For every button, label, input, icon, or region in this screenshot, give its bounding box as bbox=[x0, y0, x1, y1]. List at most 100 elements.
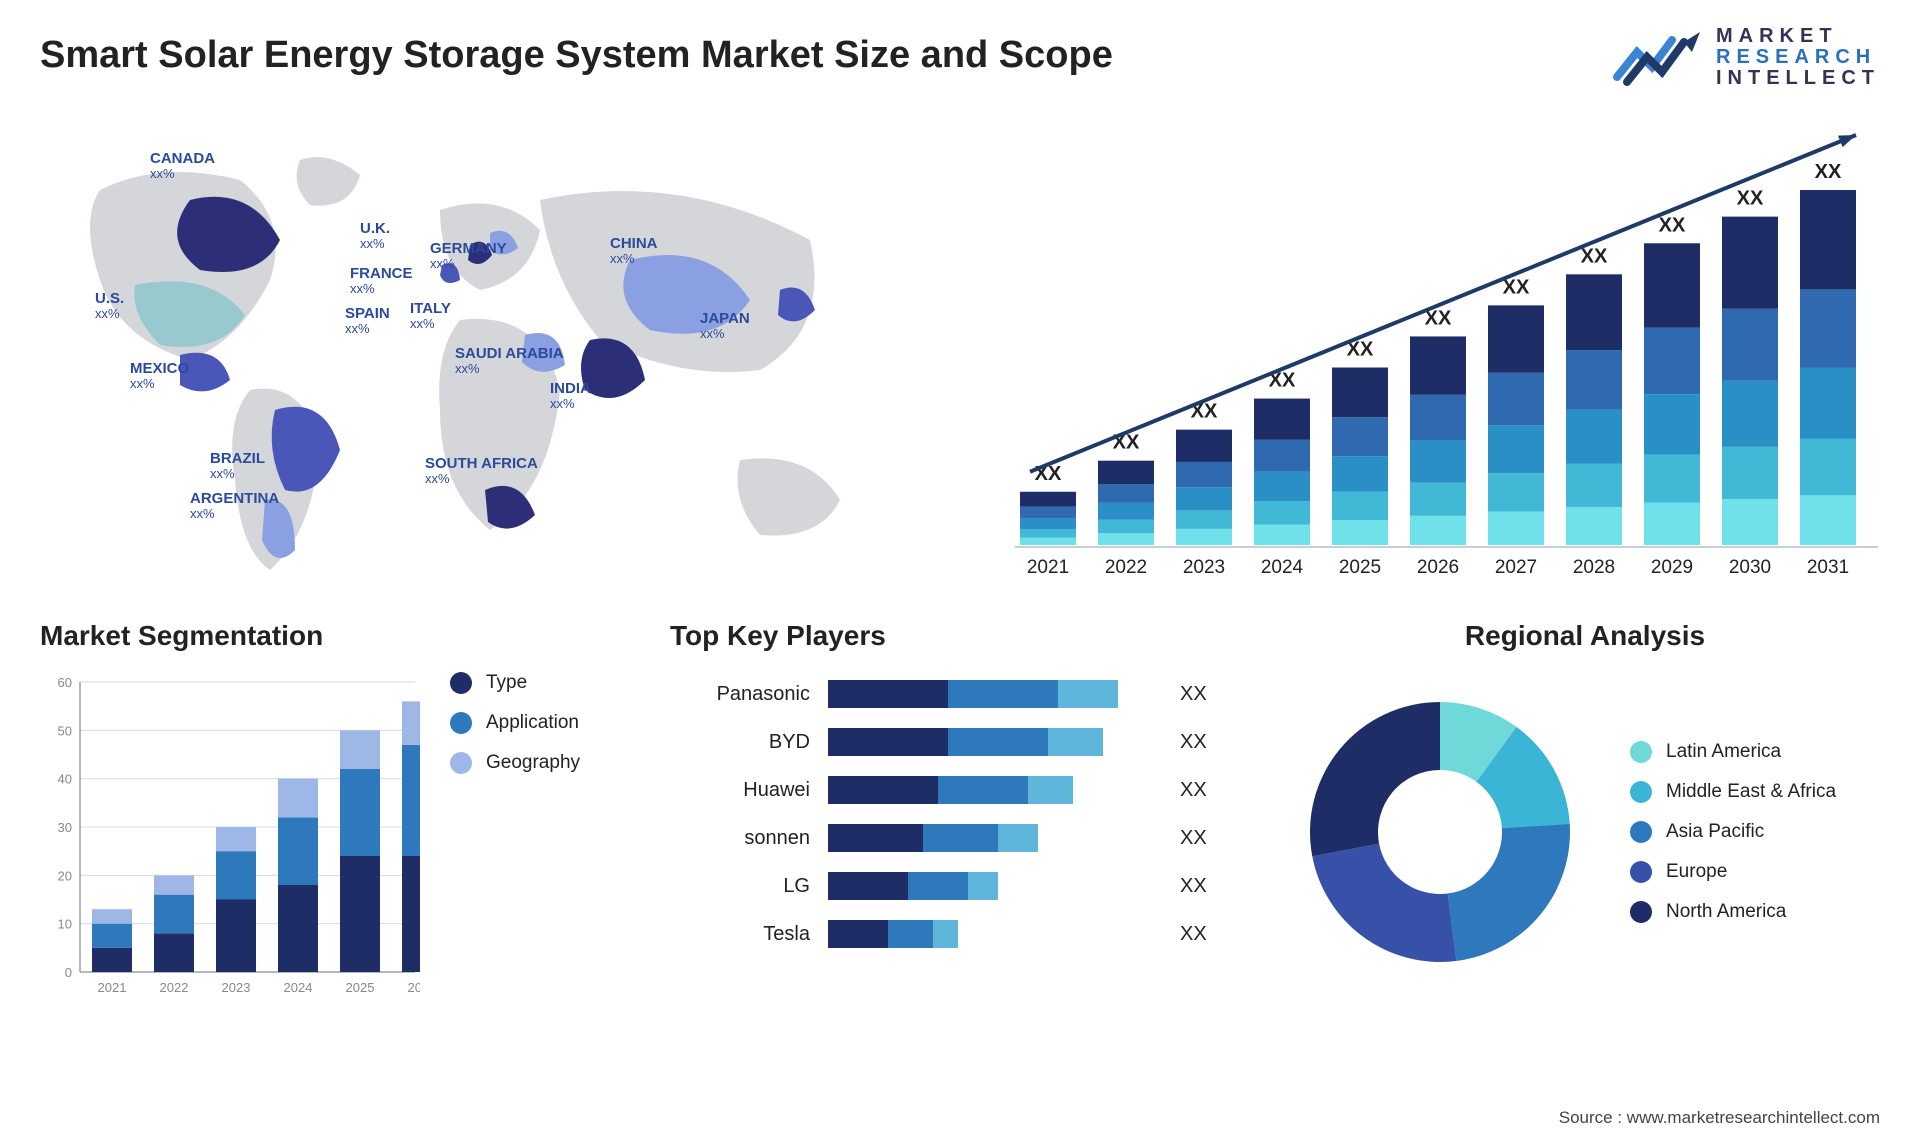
logo-mark-icon bbox=[1612, 22, 1702, 92]
svg-text:2021: 2021 bbox=[1027, 557, 1069, 578]
map-label-canada: CANADAxx% bbox=[150, 150, 215, 182]
key-player-value: XX bbox=[1180, 731, 1230, 754]
key-player-bar-segment bbox=[1028, 776, 1073, 804]
svg-text:20: 20 bbox=[58, 868, 72, 883]
svg-text:2027: 2027 bbox=[1495, 557, 1537, 578]
key-player-bar-segment bbox=[828, 776, 938, 804]
key-player-bar-segment bbox=[828, 824, 923, 852]
key-player-row: HuaweiXX bbox=[670, 776, 1230, 804]
region-legend-middle-east-africa: Middle East & Africa bbox=[1630, 781, 1836, 803]
key-player-row: sonnen XX bbox=[670, 824, 1230, 852]
key-player-bar-segment bbox=[828, 920, 888, 948]
key-player-bar bbox=[828, 920, 1162, 948]
svg-text:60: 60 bbox=[58, 675, 72, 690]
growth-chart: XX2021XX2022XX2023XX2024XX2025XX2026XX20… bbox=[1000, 130, 1880, 590]
svg-text:2023: 2023 bbox=[222, 980, 251, 995]
logo-line-2: RESEARCH bbox=[1716, 47, 1880, 68]
segmentation-title: Market Segmentation bbox=[40, 620, 600, 652]
seg-legend-type: Type bbox=[450, 672, 580, 694]
map-label-u-s-: U.S.xx% bbox=[95, 290, 124, 322]
swatch-icon bbox=[1630, 781, 1652, 803]
key-player-label: Panasonic bbox=[670, 683, 810, 706]
key-player-bar bbox=[828, 872, 1162, 900]
logo-text: MARKET RESEARCH INTELLECT bbox=[1716, 26, 1880, 89]
svg-text:XX: XX bbox=[1737, 188, 1764, 210]
source-label: Source : www.marketresearchintellect.com bbox=[1559, 1108, 1880, 1128]
key-player-bar-segment bbox=[1048, 728, 1103, 756]
key-player-value: XX bbox=[1180, 875, 1230, 898]
key-player-row: Panasonic XX bbox=[670, 680, 1230, 708]
svg-text:2023: 2023 bbox=[1183, 557, 1225, 578]
map-label-india: INDIAxx% bbox=[550, 380, 591, 412]
swatch-icon bbox=[450, 752, 472, 774]
key-player-bar bbox=[828, 728, 1162, 756]
swatch-icon bbox=[450, 712, 472, 734]
svg-text:2028: 2028 bbox=[1573, 557, 1615, 578]
key-player-bar bbox=[828, 680, 1162, 708]
seg-legend-geography: Geography bbox=[450, 752, 580, 774]
region-legend-asia-pacific: Asia Pacific bbox=[1630, 821, 1836, 843]
svg-text:50: 50 bbox=[58, 723, 72, 738]
svg-text:XX: XX bbox=[1581, 245, 1608, 267]
logo-line-1: MARKET bbox=[1716, 26, 1880, 47]
segmentation-chart-svg: 0102030405060202120222023202420252026 bbox=[40, 672, 420, 1002]
logo-line-3: INTELLECT bbox=[1716, 68, 1880, 89]
map-label-japan: JAPANxx% bbox=[700, 310, 750, 342]
svg-text:2030: 2030 bbox=[1729, 557, 1771, 578]
key-player-bar bbox=[828, 776, 1162, 804]
key-player-bar-segment bbox=[933, 920, 958, 948]
svg-text:2022: 2022 bbox=[1105, 557, 1147, 578]
key-player-value: XX bbox=[1180, 827, 1230, 850]
key-player-bar-segment bbox=[948, 680, 1058, 708]
key-player-label: LG bbox=[670, 875, 810, 898]
key-player-bar-segment bbox=[828, 872, 908, 900]
key-player-label: Tesla bbox=[670, 923, 810, 946]
page-title: Smart Solar Energy Storage System Market… bbox=[40, 34, 1113, 77]
region-legend-latin-america: Latin America bbox=[1630, 741, 1836, 763]
svg-text:2025: 2025 bbox=[346, 980, 375, 995]
map-label-mexico: MEXICOxx% bbox=[130, 360, 189, 392]
key-player-bar-segment bbox=[828, 680, 948, 708]
svg-text:2024: 2024 bbox=[284, 980, 313, 995]
swatch-icon bbox=[1630, 741, 1652, 763]
svg-text:2021: 2021 bbox=[98, 980, 127, 995]
svg-text:2022: 2022 bbox=[160, 980, 189, 995]
key-player-bar-segment bbox=[1058, 680, 1118, 708]
map-label-saudi-arabia: SAUDI ARABIAxx% bbox=[455, 345, 564, 377]
map-label-spain: SPAINxx% bbox=[345, 305, 390, 337]
svg-text:2029: 2029 bbox=[1651, 557, 1693, 578]
svg-text:40: 40 bbox=[58, 772, 72, 787]
swatch-icon bbox=[1630, 901, 1652, 923]
svg-text:XX: XX bbox=[1659, 214, 1686, 236]
regional-panel: Regional Analysis Latin America Middle Ea… bbox=[1290, 620, 1880, 1050]
swatch-icon bbox=[1630, 861, 1652, 883]
map-label-china: CHINAxx% bbox=[610, 235, 658, 267]
svg-text:2031: 2031 bbox=[1807, 557, 1849, 578]
key-player-bar-segment bbox=[948, 728, 1048, 756]
key-players-list: Panasonic XX BYD XX HuaweiXX sonnen XX LG XX Tesl… bbox=[670, 680, 1230, 948]
key-player-label: sonnen bbox=[670, 827, 810, 850]
segmentation-legend: Type Application Geography bbox=[450, 672, 580, 774]
svg-text:30: 30 bbox=[58, 820, 72, 835]
key-player-bar-segment bbox=[828, 728, 948, 756]
svg-text:0: 0 bbox=[65, 965, 72, 980]
regional-legend: Latin America Middle East & Africa Asia Pa… bbox=[1630, 741, 1836, 923]
key-player-bar-segment bbox=[938, 776, 1028, 804]
map-label-south-africa: SOUTH AFRICAxx% bbox=[425, 455, 538, 487]
seg-legend-application: Application bbox=[450, 712, 580, 734]
key-player-bar bbox=[828, 824, 1162, 852]
key-player-label: BYD bbox=[670, 731, 810, 754]
map-label-germany: GERMANYxx% bbox=[430, 240, 507, 272]
key-player-bar-segment bbox=[888, 920, 933, 948]
brand-logo: MARKET RESEARCH INTELLECT bbox=[1612, 22, 1880, 92]
growth-chart-svg: XX2021XX2022XX2023XX2024XX2025XX2026XX20… bbox=[1000, 130, 1880, 590]
svg-text:XX: XX bbox=[1503, 276, 1530, 298]
map-label-argentina: ARGENTINAxx% bbox=[190, 490, 279, 522]
key-player-bar-segment bbox=[908, 872, 968, 900]
map-label-france: FRANCExx% bbox=[350, 265, 413, 297]
key-player-row: TeslaXX bbox=[670, 920, 1230, 948]
world-map: CANADAxx%U.S.xx%MEXICOxx%BRAZILxx%ARGENT… bbox=[40, 130, 940, 590]
swatch-icon bbox=[450, 672, 472, 694]
key-player-value: XX bbox=[1180, 683, 1230, 706]
regional-title: Regional Analysis bbox=[1290, 620, 1880, 652]
